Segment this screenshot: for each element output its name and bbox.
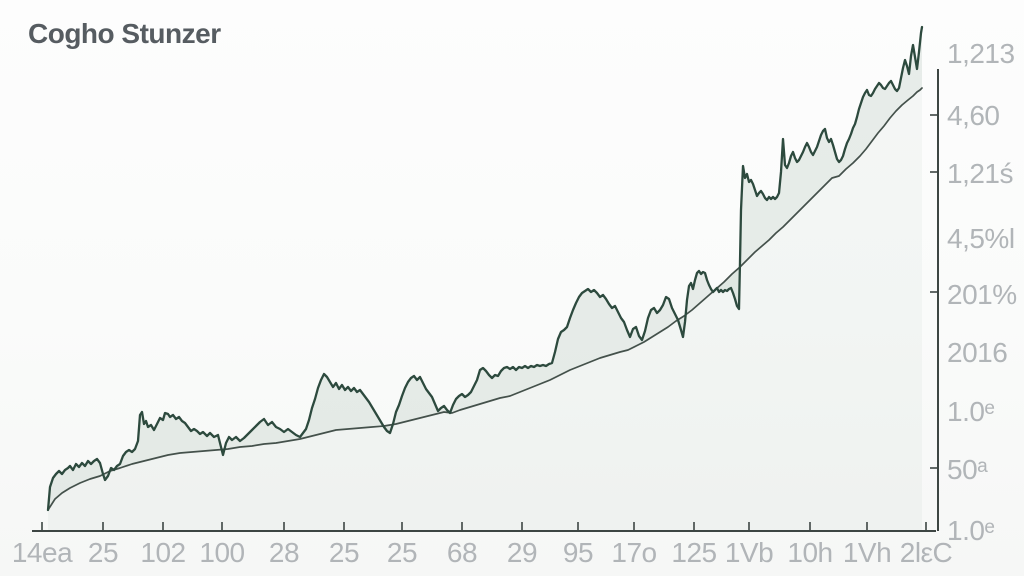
y-tick-label: 1,213 [947,38,1015,69]
y-tick-label: 4,60 [947,100,1000,131]
y-tick-label: 201% [947,279,1017,310]
x-tick-label: 10h [787,537,833,568]
x-tick-label: 95 [562,537,594,568]
y-tick-label: 1.0ᵉ [947,396,995,427]
x-tick-label: 68 [446,537,478,568]
x-tick-label: 17o [611,537,657,568]
y-tick-label: 4,5%l [947,223,1015,254]
under-trend-fill [48,88,922,531]
x-tick-label: 102 [140,537,186,568]
y-tick-label: 1.0ᵉ [947,515,995,546]
x-tick-label: 100 [199,537,245,568]
x-tick-label: 28 [268,537,300,568]
price-trend-band-fill [48,27,922,510]
price-line-path [46,25,924,512]
x-tick-label: 25 [87,537,119,568]
y-tick-label: 50ᵃ [947,454,988,485]
x-tick-label: 1Vb [724,537,774,568]
trend-line-path [47,87,923,511]
x-tick-label: 1Vh [842,537,892,568]
x-tick-label: 29 [506,537,538,568]
x-tick-label: 125 [671,537,717,568]
chart-title: Cogho Stunzer [28,18,221,49]
y-tick-label: 2016 [947,337,1008,368]
x-tick-label: 14ea [11,537,73,568]
x-tick-label: 25 [328,537,360,568]
y-tick-label: 1,21ś [947,158,1014,189]
x-tick-label: 25 [386,537,418,568]
x-tick-label: 2lεC [899,537,953,568]
